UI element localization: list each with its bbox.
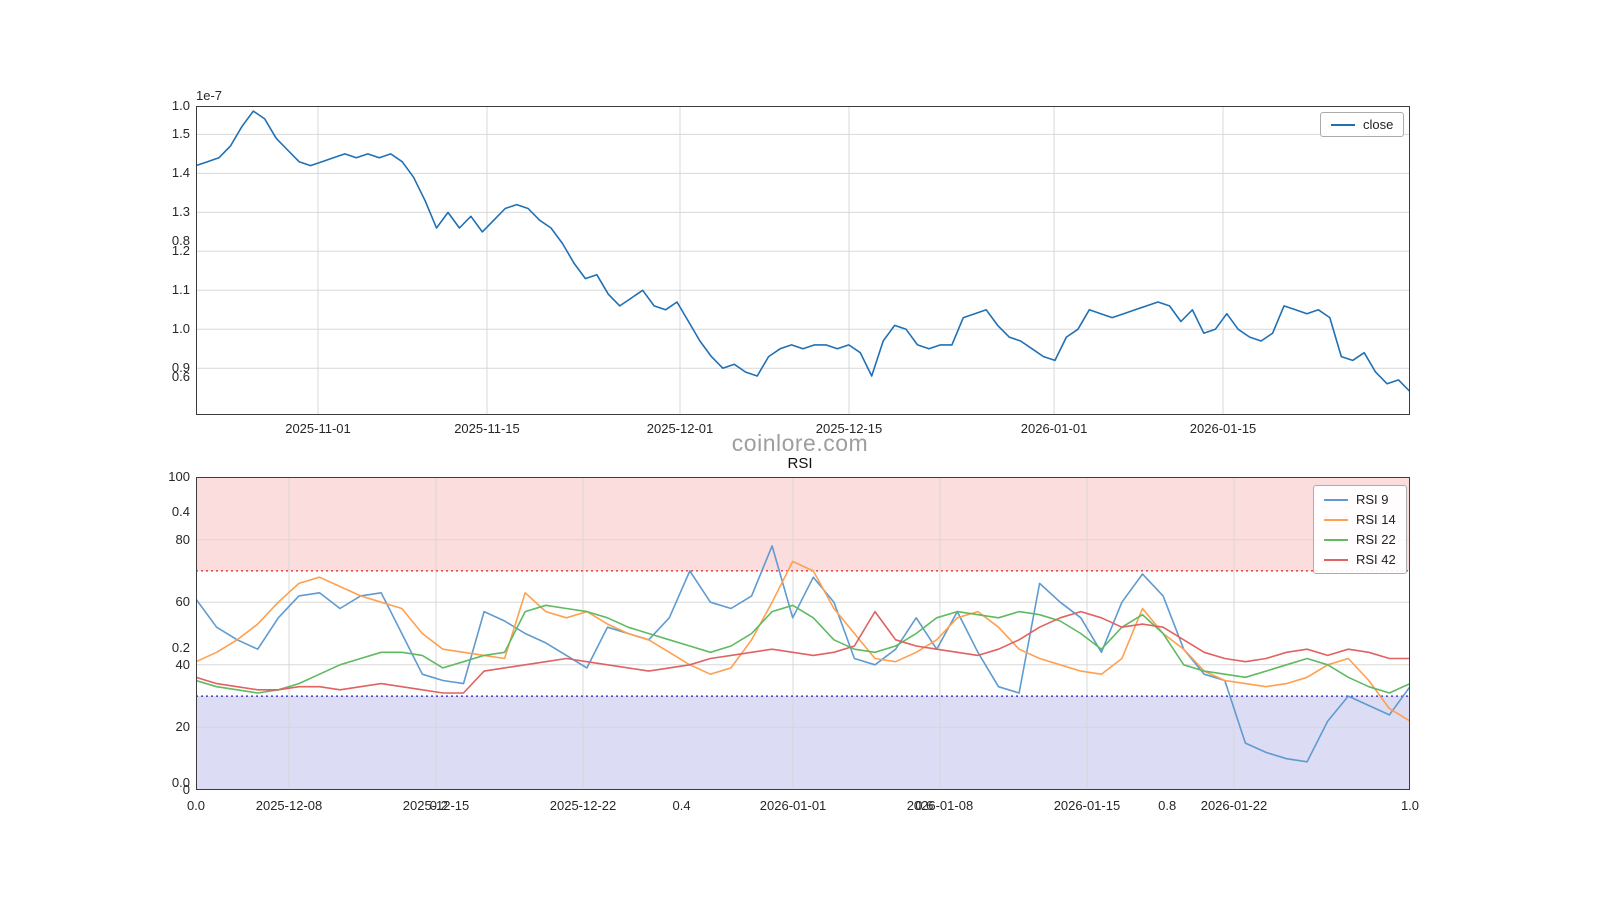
y-tick-label: 100 [168,469,190,484]
rsi-chart-panel [196,477,1410,790]
figure-y-tick-label: 0.4 [171,504,190,520]
figure-x-tick-label: 0.8 [1158,798,1177,813]
figure-y-tick-label: 0.0 [171,775,190,790]
rsi14-line-swatch [1324,518,1348,521]
x-tick-label: 2026-01-01 [1020,421,1088,436]
legend-item-rsi9: RSI 9 [1324,492,1396,507]
y-tick-label: 1.5 [171,126,190,142]
figure-x-tick-label: 0.6 [915,798,934,813]
figure-y-tick-label: 0.2 [171,639,190,655]
x-tick-label: 2025-12-15 [815,421,883,436]
x-tick-label: 2026-01-08 [906,798,974,813]
legend-label-rsi22: RSI 22 [1356,532,1396,547]
legend-label-rsi14: RSI 14 [1356,512,1396,527]
y-axis-offset-label: 1e-7 [196,88,223,103]
rsi9-line-swatch [1324,498,1348,501]
figure-x-tick-label: 1.0 [1400,798,1420,813]
legend-item-rsi22: RSI 22 [1324,532,1396,547]
y-tick-label: 1.3 [171,204,190,220]
y-tick-label: 1.1 [171,282,190,298]
figure-x-tick-label: 0.2 [429,798,448,813]
y-tick-label: 1.2 [171,243,190,259]
y-tick-label: 0.9 [171,360,190,376]
y-tick-label: 1.4 [171,165,190,181]
x-tick-label: 2026-01-01 [759,798,827,813]
rsi-title: RSI [787,455,813,472]
figure-x-tick-label: 0.4 [672,798,691,813]
figure-y-tick-label: 1.0 [171,98,190,113]
figure-x-tick-label: 0.0 [186,798,206,813]
close-line-swatch [1331,123,1355,126]
figure-y-tick-label: 0.8 [171,233,190,249]
rsi42-line-swatch [1324,558,1348,561]
y-tick-label: 40 [175,656,190,672]
rsi-legend: RSI 9 RSI 14 RSI 22 RSI 42 [1313,485,1407,574]
x-tick-label: 2025-11-15 [454,421,520,436]
y-tick-label: 60 [175,594,190,610]
x-tick-label: 2025-12-08 [255,798,323,813]
legend-label-close: close [1363,117,1394,132]
x-tick-label: 2025-12-15 [402,798,470,813]
price-chart-panel [196,106,1410,415]
x-tick-label: 2025-12-01 [646,421,714,436]
x-tick-label: 2025-12-22 [549,798,617,813]
legend-item-rsi14: RSI 14 [1324,512,1396,527]
legend-label-rsi9: RSI 9 [1356,492,1389,507]
rsi22-line-swatch [1324,538,1348,541]
x-tick-label: 2026-01-15 [1053,798,1121,813]
x-tick-label: 2025-11-01 [285,421,351,436]
watermark: coinlore.com [731,430,869,456]
y-tick-label: 1.0 [171,321,190,337]
y-tick-label: 80 [175,531,190,547]
x-tick-label: 2026-01-15 [1189,421,1257,436]
y-tick-label: 0 [182,782,190,797]
figure-y-tick-label: 0.6 [171,368,190,384]
y-tick-label: 20 [175,719,190,735]
legend-label-rsi42: RSI 42 [1356,552,1396,567]
x-tick-label: 2026-01-22 [1200,798,1268,813]
legend-item-rsi42: RSI 42 [1324,552,1396,567]
price-legend: close [1320,112,1405,137]
